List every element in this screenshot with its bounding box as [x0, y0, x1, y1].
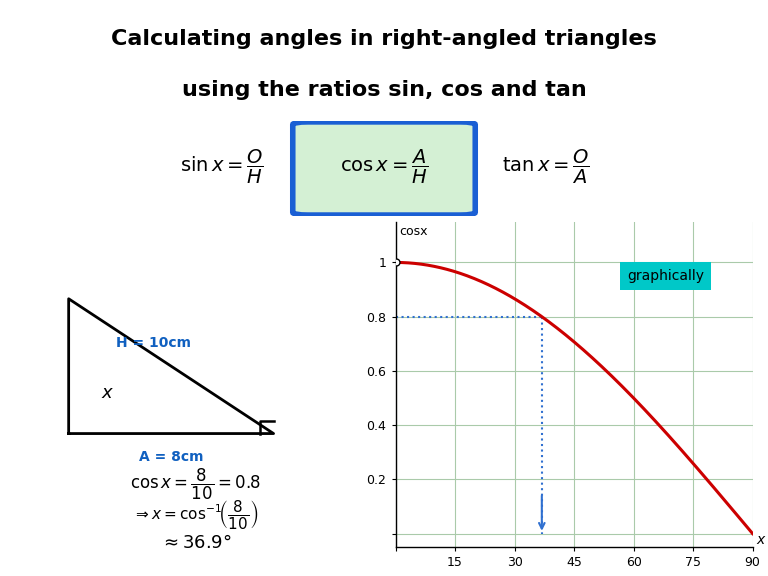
Text: using the ratios sin, cos and tan: using the ratios sin, cos and tan: [181, 80, 587, 100]
Text: H = 10cm: H = 10cm: [116, 336, 191, 350]
Text: A = 8cm: A = 8cm: [139, 450, 204, 464]
Text: $\sin x = \dfrac{O}{H}$: $\sin x = \dfrac{O}{H}$: [180, 147, 263, 185]
Text: $\cos x = \dfrac{A}{H}$: $\cos x = \dfrac{A}{H}$: [340, 147, 428, 185]
FancyBboxPatch shape: [7, 213, 385, 573]
Text: cosx: cosx: [399, 225, 428, 238]
Text: $x$: $x$: [101, 384, 114, 402]
Text: $\approx 36.9°$: $\approx 36.9°$: [160, 534, 232, 552]
Text: Calculating angles in right-angled triangles: Calculating angles in right-angled trian…: [111, 29, 657, 50]
Text: $\cos x = \dfrac{8}{10} = 0.8$: $\cos x = \dfrac{8}{10} = 0.8$: [131, 467, 261, 502]
Text: x: x: [756, 533, 765, 547]
FancyBboxPatch shape: [293, 122, 475, 215]
Text: $\tan x = \dfrac{O}{A}$: $\tan x = \dfrac{O}{A}$: [502, 147, 590, 185]
Text: $\Rightarrow x = \cos^{-1}\!\!\left(\dfrac{8}{10}\right)$: $\Rightarrow x = \cos^{-1}\!\!\left(\dfr…: [133, 498, 259, 531]
Text: graphically: graphically: [627, 269, 703, 283]
